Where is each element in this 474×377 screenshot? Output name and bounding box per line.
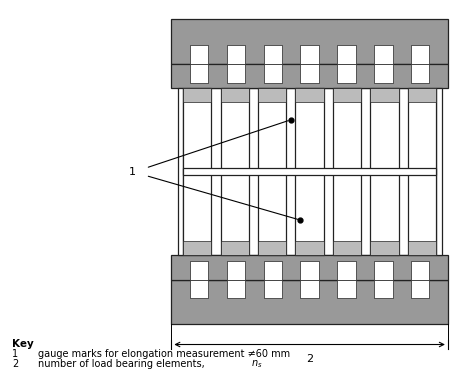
Bar xyxy=(333,88,361,102)
Text: 2: 2 xyxy=(306,354,313,364)
Bar xyxy=(295,88,324,255)
Bar xyxy=(374,261,392,279)
Bar xyxy=(264,64,282,83)
Bar xyxy=(172,64,448,88)
Bar xyxy=(172,255,448,279)
Bar xyxy=(227,64,245,83)
Text: gauge marks for elongation measurement ≠60 mm: gauge marks for elongation measurement ≠… xyxy=(38,349,290,359)
Bar xyxy=(183,88,211,102)
Bar xyxy=(337,46,356,64)
Bar xyxy=(264,279,282,298)
Bar xyxy=(374,64,392,83)
Bar xyxy=(411,64,429,83)
Bar xyxy=(183,88,211,255)
Bar xyxy=(408,88,436,102)
Bar xyxy=(172,20,448,64)
Bar xyxy=(333,241,361,255)
Bar xyxy=(227,261,245,279)
Bar xyxy=(374,46,392,64)
Bar xyxy=(370,88,399,255)
Bar xyxy=(220,88,249,255)
Bar xyxy=(337,279,356,298)
Bar xyxy=(183,169,436,175)
Bar xyxy=(258,88,286,255)
Bar xyxy=(301,64,319,83)
Bar xyxy=(411,46,429,64)
Bar xyxy=(337,64,356,83)
Bar xyxy=(370,88,399,102)
Bar xyxy=(264,46,282,64)
Bar xyxy=(411,279,429,298)
Text: $n_s$: $n_s$ xyxy=(251,359,263,371)
Bar xyxy=(337,261,356,279)
Bar xyxy=(220,241,249,255)
Bar xyxy=(301,46,319,64)
Bar xyxy=(301,261,319,279)
Bar xyxy=(172,279,448,324)
Bar xyxy=(183,88,436,255)
Bar xyxy=(227,46,245,64)
Bar xyxy=(301,279,319,298)
Bar xyxy=(374,279,392,298)
Bar xyxy=(258,241,286,255)
Bar xyxy=(370,241,399,255)
Bar xyxy=(190,279,208,298)
Bar xyxy=(258,88,286,102)
Bar xyxy=(436,88,442,255)
Text: number of load bearing elements,: number of load bearing elements, xyxy=(38,359,208,369)
Bar xyxy=(264,261,282,279)
Bar xyxy=(190,46,208,64)
Bar xyxy=(220,88,249,102)
Bar xyxy=(190,261,208,279)
Bar xyxy=(177,88,183,255)
Bar xyxy=(190,64,208,83)
Bar xyxy=(227,279,245,298)
Text: Key: Key xyxy=(12,339,34,349)
Text: 1: 1 xyxy=(129,167,137,177)
Bar xyxy=(411,261,429,279)
Bar xyxy=(408,88,436,255)
Text: 2: 2 xyxy=(12,359,18,369)
Bar xyxy=(295,241,324,255)
Bar xyxy=(408,241,436,255)
Bar xyxy=(183,241,211,255)
Bar xyxy=(295,88,324,102)
Text: 1: 1 xyxy=(12,349,18,359)
Bar xyxy=(333,88,361,255)
